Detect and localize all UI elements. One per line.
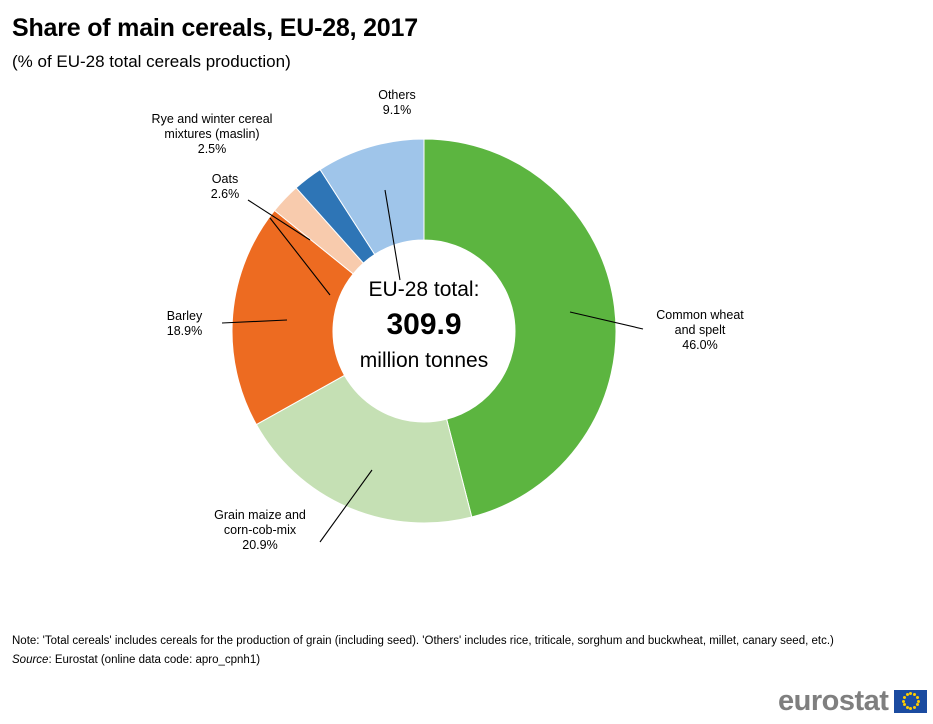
slice-label-oats: Oats 2.6% xyxy=(190,172,260,202)
donut-slices xyxy=(231,138,617,524)
slice-label-others: Others 9.1% xyxy=(362,88,432,118)
eu-star-icon xyxy=(902,699,906,703)
source-text: Source: Eurostat (online data code: apro… xyxy=(12,651,922,670)
slice-label-wheat-value: 46.0% xyxy=(682,338,718,352)
eu-star-icon xyxy=(913,705,917,709)
slice-label-others-name: Others xyxy=(378,88,416,102)
source-detail: : Eurostat (online data code: apro_cpnh1… xyxy=(48,654,261,666)
leader-line-rye xyxy=(269,217,331,296)
eu-star-icon xyxy=(905,693,909,697)
donut-chart: EU-28 total: 309.9 million tonnes Others… xyxy=(0,80,933,590)
eurostat-logo: eurostat xyxy=(778,685,928,717)
eurostat-wordmark: eurostat xyxy=(778,685,889,717)
footnotes: Note: 'Total cereals' includes cereals f… xyxy=(12,632,922,670)
eu-star-icon xyxy=(915,703,919,707)
slice-label-rye: Rye and winter cereal mixtures (maslin) … xyxy=(137,112,287,157)
donut-slice xyxy=(319,138,425,256)
leader-lines xyxy=(221,189,644,543)
slice-label-rye-value: 2.5% xyxy=(197,142,227,156)
note-text: Note: 'Total cereals' includes cereals f… xyxy=(12,635,834,647)
eu-star-icon xyxy=(903,695,907,699)
slice-label-rye-name-line1: Rye and winter cereal xyxy=(151,112,273,126)
slice-label-wheat-name-line2: and spelt xyxy=(674,323,726,337)
slice-label-maize-name-line1: Grain maize and xyxy=(214,508,306,522)
donut-slice xyxy=(423,138,617,518)
donut-chart-svg xyxy=(221,138,644,543)
slice-label-maize-name-line2: corn-cob-mix xyxy=(223,523,297,537)
leader-line-oats xyxy=(247,199,311,241)
slice-label-oats-value: 2.6% xyxy=(210,187,240,201)
slice-label-maize: Grain maize and corn-cob-mix 20.9% xyxy=(195,508,325,553)
slice-label-oats-name: Oats xyxy=(211,172,239,186)
page-subtitle: (% of EU-28 total cereals production) xyxy=(12,52,291,71)
slice-label-barley: Barley 18.9% xyxy=(147,309,222,339)
slice-label-maize-value: 20.9% xyxy=(242,538,278,552)
eu-star-icon xyxy=(903,703,907,707)
eu-star-icon xyxy=(905,705,909,709)
eu-star-icon xyxy=(909,692,913,696)
page-title: Share of main cereals, EU-28, 2017 xyxy=(12,14,418,42)
slice-label-barley-value: 18.9% xyxy=(166,324,203,338)
slice-label-rye-name-line2: mixtures (maslin) xyxy=(164,127,260,141)
source-label: Source xyxy=(12,654,49,666)
eu-star-icon xyxy=(909,706,913,710)
eu-star-icon xyxy=(916,699,920,703)
eu-star-icon xyxy=(915,695,919,699)
leader-line-others xyxy=(384,189,401,281)
eu-flag-icon xyxy=(894,689,928,713)
slice-label-barley-name: Barley xyxy=(166,309,203,323)
leader-line-wheat xyxy=(569,311,644,330)
slice-label-others-value: 9.1% xyxy=(382,103,412,117)
slice-label-wheat: Common wheat and spelt 46.0% xyxy=(645,308,755,353)
leader-line-maize xyxy=(319,469,373,543)
leader-line-barley xyxy=(221,319,288,324)
donut-slice xyxy=(231,209,354,426)
donut-slice xyxy=(255,374,473,524)
slice-label-wheat-name-line1: Common wheat xyxy=(656,308,744,322)
eu-star-icon xyxy=(913,693,917,697)
